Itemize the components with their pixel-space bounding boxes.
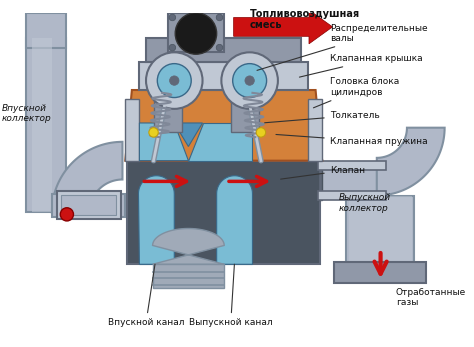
Polygon shape (168, 13, 224, 52)
Circle shape (169, 14, 176, 21)
Text: Топливовоздушная
смесь: Топливовоздушная смесь (250, 9, 360, 30)
Polygon shape (234, 10, 333, 44)
Circle shape (170, 76, 179, 85)
Polygon shape (153, 264, 224, 288)
Polygon shape (138, 176, 174, 264)
Polygon shape (320, 166, 377, 194)
Text: Распределительные
валы: Распределительные валы (257, 24, 428, 70)
Circle shape (221, 52, 278, 109)
Polygon shape (319, 191, 386, 200)
Text: Впускной
коллектор: Впускной коллектор (2, 104, 52, 123)
Polygon shape (153, 229, 224, 264)
Circle shape (216, 44, 223, 51)
Text: Выпускной канал: Выпускной канал (189, 264, 273, 327)
Polygon shape (56, 191, 120, 219)
Polygon shape (27, 38, 66, 212)
Polygon shape (319, 159, 322, 200)
Polygon shape (188, 123, 252, 161)
Polygon shape (125, 100, 139, 161)
Text: Отработанные
газы: Отработанные газы (396, 288, 466, 307)
Polygon shape (308, 100, 322, 161)
Circle shape (146, 52, 202, 109)
Polygon shape (139, 62, 308, 90)
Text: Впускной канал: Впускной канал (108, 264, 184, 327)
Circle shape (149, 128, 158, 137)
Polygon shape (346, 195, 414, 264)
Polygon shape (27, 13, 66, 48)
Polygon shape (335, 262, 426, 283)
Polygon shape (146, 38, 301, 62)
Polygon shape (377, 128, 445, 195)
Polygon shape (61, 195, 116, 215)
Polygon shape (154, 81, 182, 133)
Polygon shape (52, 142, 122, 212)
Circle shape (157, 64, 191, 98)
Circle shape (175, 13, 217, 54)
Polygon shape (217, 194, 253, 264)
Polygon shape (231, 81, 259, 133)
Circle shape (60, 208, 73, 221)
Polygon shape (32, 38, 52, 212)
Polygon shape (139, 123, 188, 161)
Text: Выпускной
коллектор: Выпускной коллектор (339, 193, 391, 213)
Polygon shape (52, 194, 125, 217)
Text: Клапанная крышка: Клапанная крышка (300, 54, 422, 77)
Polygon shape (217, 176, 253, 264)
Circle shape (245, 76, 255, 85)
Circle shape (256, 128, 265, 137)
Polygon shape (348, 195, 411, 264)
Circle shape (169, 44, 176, 51)
Polygon shape (125, 90, 322, 161)
Text: Клапан: Клапан (281, 166, 365, 179)
Polygon shape (139, 194, 174, 264)
Polygon shape (127, 161, 320, 264)
Text: Толкатель: Толкатель (264, 111, 380, 123)
Polygon shape (319, 161, 386, 170)
Text: Головка блока
цилиндров: Головка блока цилиндров (313, 77, 399, 108)
Polygon shape (174, 123, 202, 146)
Text: Клапанная пружина: Клапанная пружина (276, 135, 428, 146)
Circle shape (216, 14, 223, 21)
Circle shape (233, 64, 266, 98)
